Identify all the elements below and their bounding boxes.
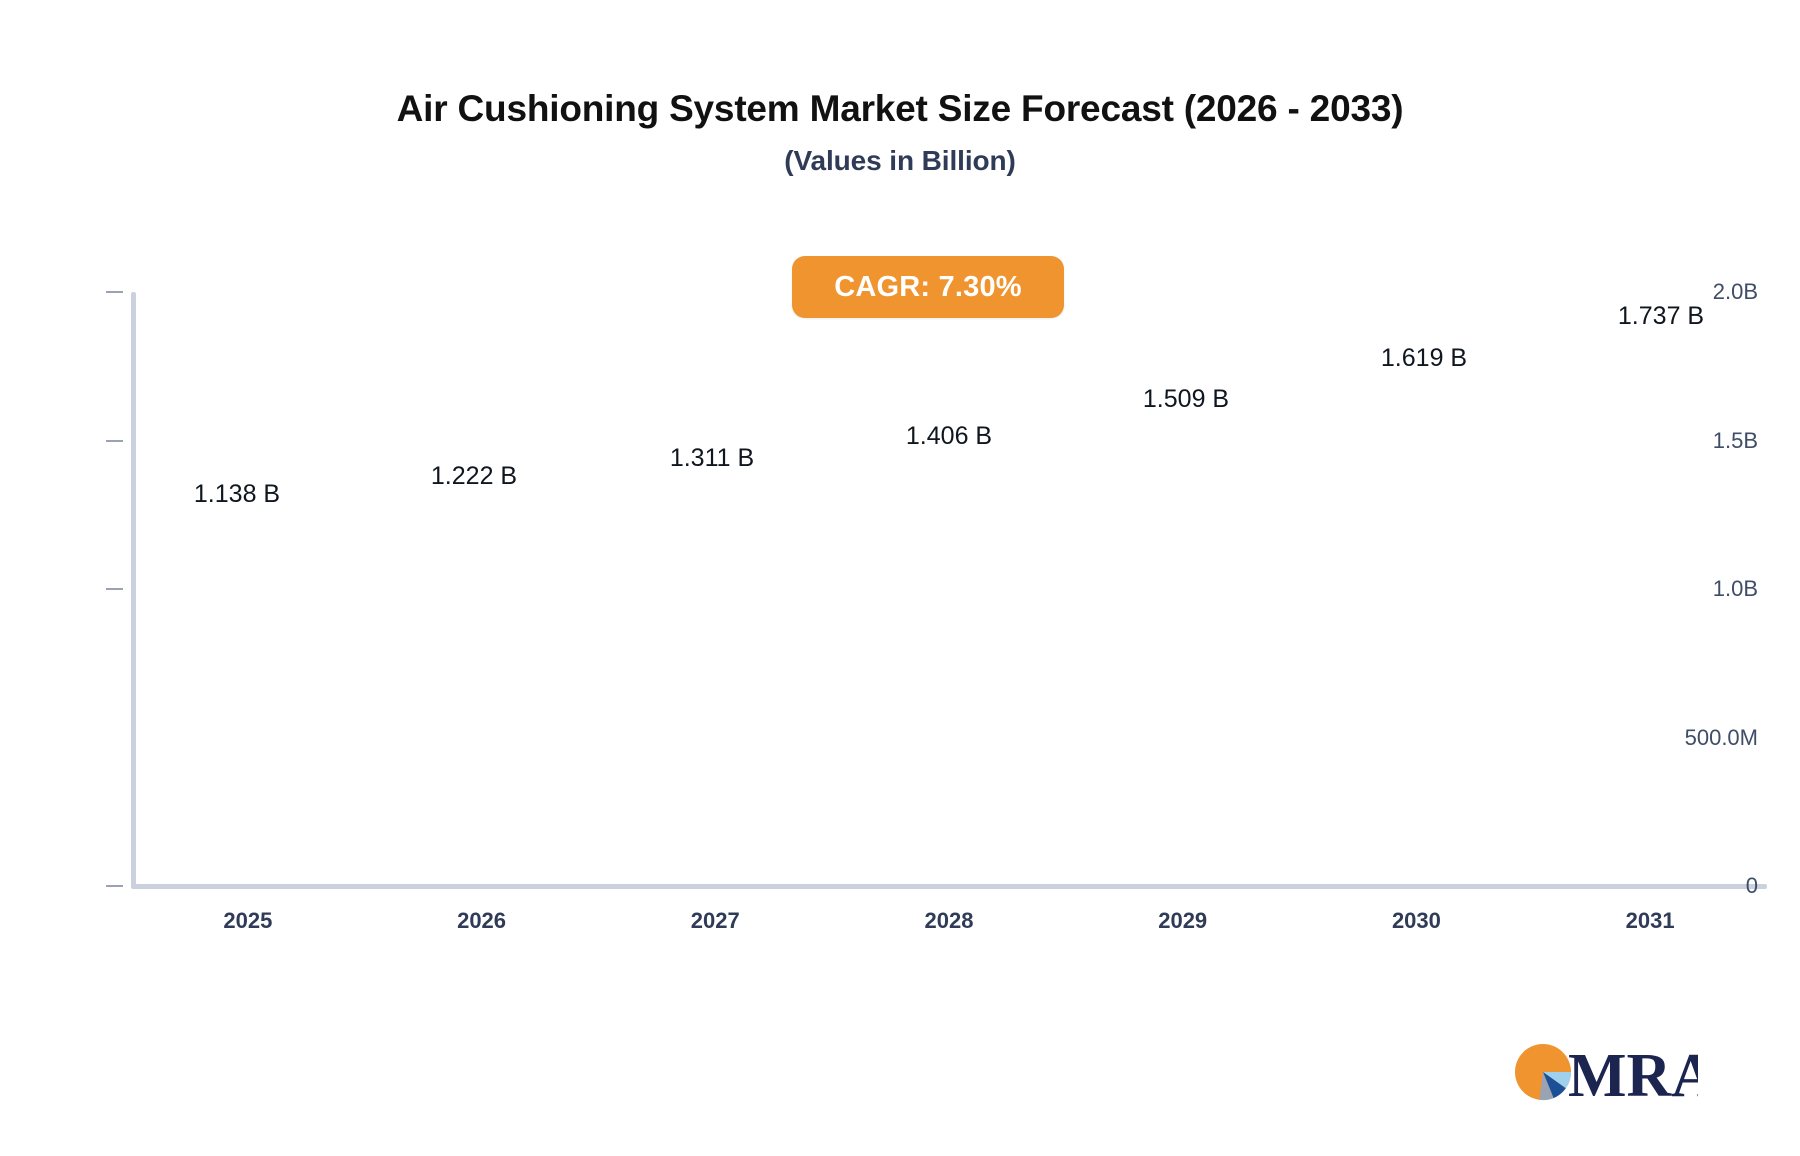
y-tick-label: 0 xyxy=(1745,873,1758,898)
y-tick-label: 500.0M xyxy=(1684,724,1758,750)
y-tick-label: 2.0B xyxy=(1712,279,1758,304)
x-axis-line xyxy=(131,884,1767,889)
y-tick-label: 1.0B xyxy=(1712,576,1758,601)
x-tick-label-2026: 2026 xyxy=(457,908,507,933)
x-tick-label-2031: 2031 xyxy=(1625,908,1675,933)
mra-logo-text: MRA xyxy=(1568,1042,1698,1110)
bar-value-label-2026: 1.222 B xyxy=(430,462,518,491)
y-tick-label: 1.5B xyxy=(1712,427,1758,453)
y-axis-line xyxy=(131,292,136,886)
x-tick-label-2025: 2025 xyxy=(223,908,273,933)
x-tick-label-2030: 2030 xyxy=(1391,908,1441,933)
bar-value-label-2027: 1.311 B xyxy=(669,443,755,472)
mra-logo-svg: MRA xyxy=(1515,1042,1716,1110)
page-title: Air Cushioning System Market Size Foreca… xyxy=(396,88,1404,129)
bar-value-label-2029: 1.509 B xyxy=(1142,384,1230,413)
y-tick-dash xyxy=(106,885,123,887)
bar-value-label-2031: 1.737 B xyxy=(1617,302,1705,331)
x-tick-label-2027: 2027 xyxy=(690,908,740,933)
cagr-badge-label: CAGR: 7.30% xyxy=(834,270,1022,303)
y-tick-dash xyxy=(106,291,123,293)
cagr-badge: CAGR: 7.30% xyxy=(792,256,1064,318)
pie-chart-icon xyxy=(1515,1044,1571,1101)
bar-value-label-2030: 1.619 B xyxy=(1380,344,1468,373)
title-block: Air Cushioning System Market Size Foreca… xyxy=(0,88,1800,177)
mra-logo: MRA xyxy=(1508,1034,1716,1110)
chart-subtitle: (Values in Billion) xyxy=(784,144,1016,176)
y-tick-dash xyxy=(106,588,123,590)
bar-value-label-2025: 1.138 B xyxy=(193,480,281,508)
y-tick-dash xyxy=(106,439,123,442)
bar-value-label-2028: 1.406 B xyxy=(905,422,993,451)
x-tick-label-2029: 2029 xyxy=(1158,908,1208,933)
x-tick-label-2028: 2028 xyxy=(924,908,974,933)
